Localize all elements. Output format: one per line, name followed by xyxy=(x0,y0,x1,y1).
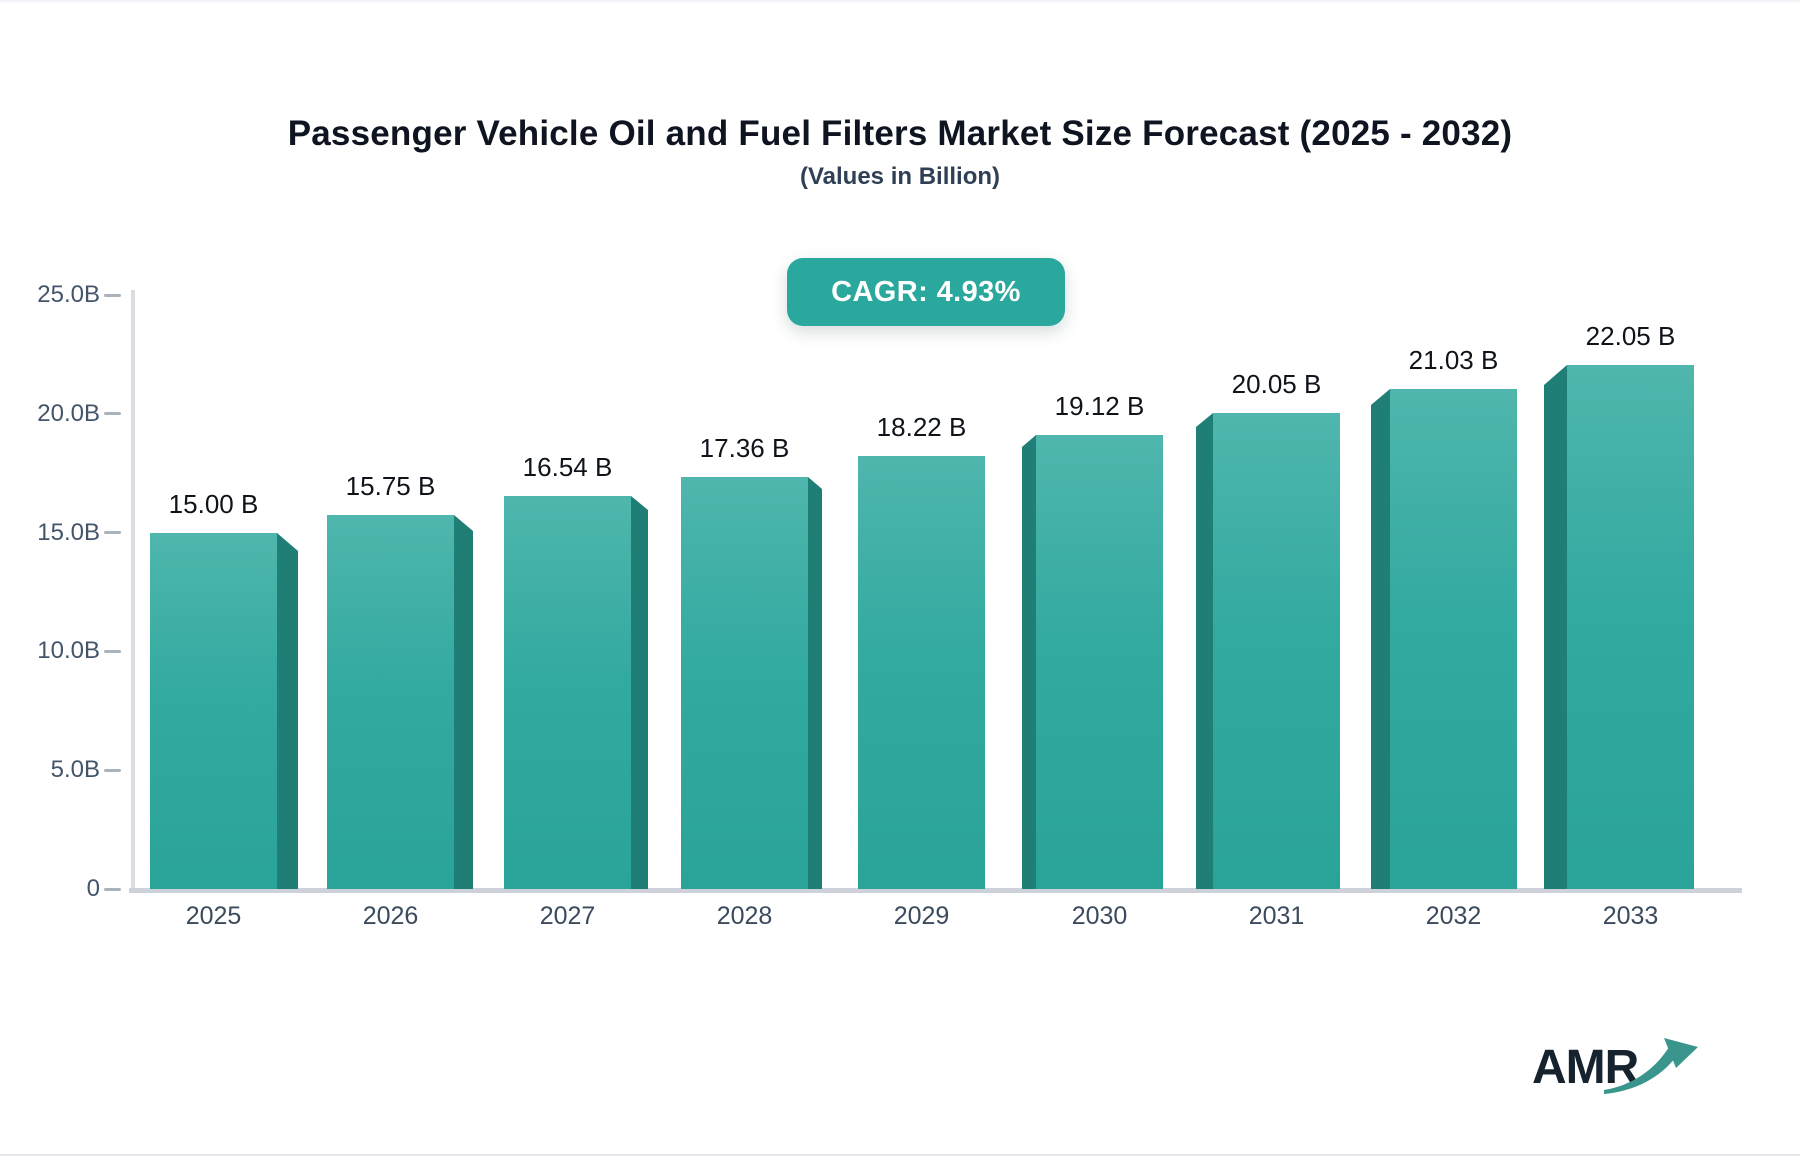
y-tick-mark-20 xyxy=(104,412,121,416)
bar-value-label-2026: 15.75 B xyxy=(345,471,436,501)
x-tick-label-2031: 2031 xyxy=(1248,902,1305,930)
y-tick-mark-25 xyxy=(104,293,121,297)
cagr-badge: CAGR: 4.93% xyxy=(787,258,1065,326)
bar-2029 xyxy=(858,456,985,889)
arrow-head xyxy=(1664,1038,1698,1068)
x-tick-label-2027: 2027 xyxy=(539,902,596,930)
bar-side-2027 xyxy=(631,496,648,889)
bar-2026 xyxy=(327,515,454,889)
bar-value-label-2028: 17.36 B xyxy=(699,433,790,463)
y-tick-label-20: 20.0B xyxy=(37,399,100,427)
x-axis-baseline xyxy=(129,888,1742,893)
x-tick-label-2028: 2028 xyxy=(716,902,773,930)
bar-2032 xyxy=(1390,389,1517,889)
x-tick-label-2030: 2030 xyxy=(1071,902,1128,930)
x-tick-label-2025: 2025 xyxy=(185,902,242,930)
y-tick-label-15: 15.0B xyxy=(37,518,100,546)
y-axis-line xyxy=(131,290,135,893)
chart-subtitle: (Values in Billion) xyxy=(799,163,1001,190)
arrow-swoosh xyxy=(1604,1047,1678,1094)
bar-value-label-2032: 21.03 B xyxy=(1408,345,1499,375)
bar-2033 xyxy=(1567,365,1694,889)
x-tick-label-2033: 2033 xyxy=(1602,902,1659,930)
bar-value-label-2030: 19.12 B xyxy=(1054,391,1145,421)
x-tick-label-2032: 2032 xyxy=(1425,902,1482,930)
bar-side-2030 xyxy=(1022,435,1036,889)
bar-side-2032 xyxy=(1371,389,1390,889)
bar-side-2025 xyxy=(277,533,298,889)
bar-2025 xyxy=(150,533,277,889)
bar-value-label-2025: 15.00 B xyxy=(168,489,259,519)
bar-side-2028 xyxy=(808,477,822,889)
bar-side-2026 xyxy=(454,515,473,889)
y-tick-label-5: 5.0B xyxy=(50,756,100,784)
bar-value-label-2031: 20.05 B xyxy=(1231,369,1322,399)
y-tick-mark-5 xyxy=(104,768,121,772)
x-tick-label-2029: 2029 xyxy=(893,902,950,930)
trend-up-arrow-icon xyxy=(1604,1038,1698,1094)
bar-value-label-2029: 18.22 B xyxy=(876,412,967,442)
bar-2030 xyxy=(1036,435,1163,889)
bar-2027 xyxy=(504,496,631,889)
y-tick-label-10: 10.0B xyxy=(37,637,100,665)
x-tick-label-2026: 2026 xyxy=(362,902,419,930)
chart-title: Passenger Vehicle Oil and Fuel Filters M… xyxy=(287,114,1513,153)
y-tick-mark-0 xyxy=(104,887,121,891)
bar-side-2031 xyxy=(1196,413,1213,889)
bar-side-2033 xyxy=(1544,365,1567,889)
bar-2031 xyxy=(1213,413,1340,889)
y-tick-mark-10 xyxy=(104,649,121,653)
bar-value-label-2033: 22.05 B xyxy=(1585,321,1676,351)
amr-logo-text: AMR xyxy=(1532,1041,1639,1094)
y-tick-label-0: 0 xyxy=(86,875,100,902)
y-tick-mark-15 xyxy=(104,531,121,535)
y-tick-label-25: 25.0B xyxy=(37,281,100,308)
bar-value-label-2027: 16.54 B xyxy=(522,452,613,482)
bar-2028 xyxy=(681,477,808,889)
